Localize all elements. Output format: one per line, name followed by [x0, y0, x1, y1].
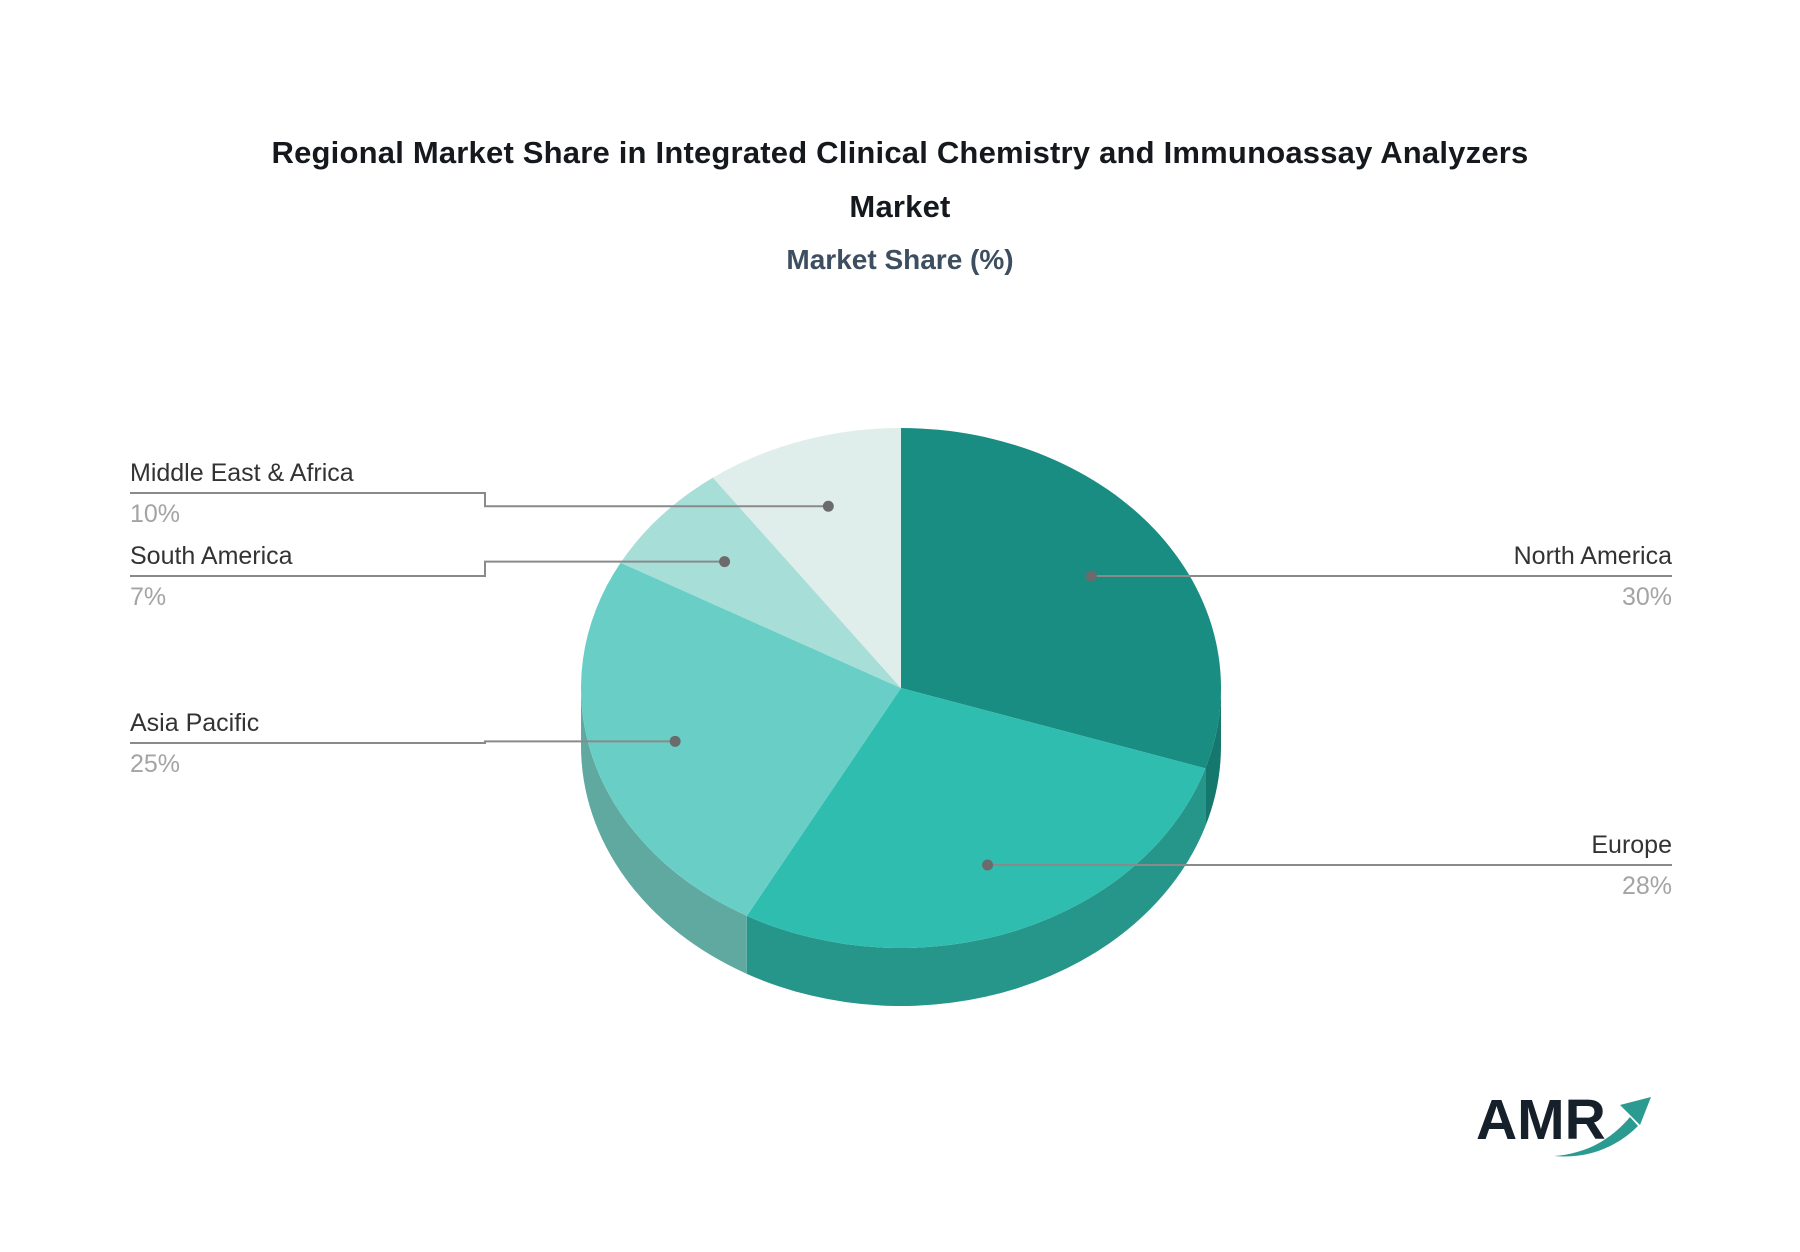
callout-value: 28%	[1621, 872, 1672, 900]
chart-title: Regional Market Share in Integrated Clin…	[0, 126, 1800, 234]
pie-rim-asia-pacific	[581, 688, 747, 974]
callout-value: 25%	[130, 750, 181, 778]
callout-north-america: North America 30%	[1252, 541, 1672, 612]
callout-line-gap	[130, 488, 550, 499]
pie-slice-north-america	[901, 428, 1221, 769]
pie-rim-north-america	[1205, 688, 1221, 827]
callout-line-gap	[130, 738, 550, 749]
callout-value: 30%	[1621, 583, 1672, 611]
callout-europe: Europe 28%	[1252, 830, 1672, 901]
callout-value: 7%	[130, 583, 167, 611]
chart-title-line1: Regional Market Share in Integrated Clin…	[271, 135, 1529, 170]
pie-slice-south-america	[620, 477, 901, 688]
callout-south-america: South America 7%	[130, 541, 550, 612]
callout-label: Asia Pacific	[130, 709, 260, 737]
callout-label: Europe	[1591, 831, 1672, 859]
chart-subtitle: Market Share (%)	[786, 244, 1014, 275]
callout-asia-pacific: Asia Pacific 25%	[130, 708, 550, 779]
callout-label: Middle East & Africa	[130, 459, 354, 487]
callout-line-gap	[1252, 571, 1672, 582]
leader-dot-middle-east-africa	[822, 500, 834, 512]
pie-slice-asia-pacific	[581, 562, 901, 916]
amr-logo: AMR	[1476, 1090, 1676, 1165]
leader-dot-europe	[982, 859, 994, 871]
chart-title-line2: Market	[849, 189, 951, 224]
leader-line-middle-east-africa	[130, 492, 829, 508]
callout-line-gap	[130, 571, 550, 582]
leader-dot-south-america	[719, 556, 731, 568]
leader-line-south-america	[130, 560, 725, 577]
callout-label: North America	[1513, 542, 1672, 570]
amr-logo-arrow-icon	[1554, 1097, 1651, 1157]
pie-slice-middle-east-africa	[712, 428, 901, 688]
callout-value: 10%	[130, 500, 181, 528]
pie-slice-europe	[746, 688, 1206, 948]
leader-dot-north-america	[1085, 570, 1097, 582]
leader-line-asia-pacific	[130, 740, 676, 744]
callout-middle-east-africa: Middle East & Africa 10%	[130, 458, 550, 529]
amr-logo-text: AMR	[1476, 1088, 1606, 1152]
callout-line-gap	[1252, 860, 1672, 871]
callout-label: South America	[130, 542, 293, 570]
pie-rim-europe	[746, 768, 1206, 1006]
leader-dot-asia-pacific	[669, 735, 681, 747]
